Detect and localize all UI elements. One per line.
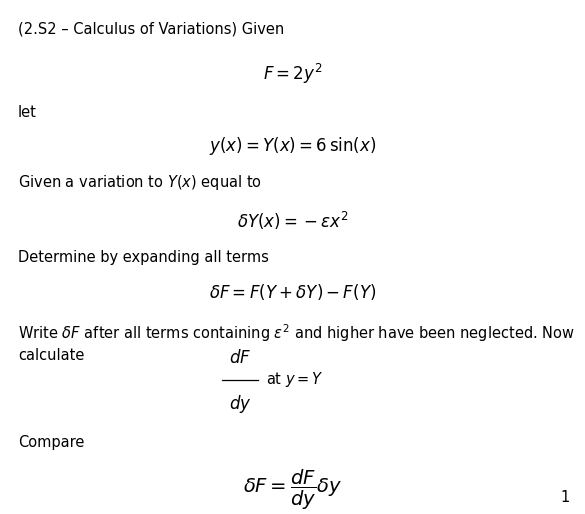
Text: let: let <box>18 105 37 120</box>
Text: (2.S2 – Calculus of Variations) Given: (2.S2 – Calculus of Variations) Given <box>18 22 284 37</box>
Text: Determine by expanding all terms: Determine by expanding all terms <box>18 250 269 265</box>
Text: $\delta F = \dfrac{dF}{dy}\delta y$: $\delta F = \dfrac{dF}{dy}\delta y$ <box>243 468 342 512</box>
Text: $\delta F = F(Y + \delta Y) - F(Y)$: $\delta F = F(Y + \delta Y) - F(Y)$ <box>209 282 376 302</box>
Text: $dF$: $dF$ <box>229 349 251 367</box>
Text: Compare: Compare <box>18 435 84 450</box>
Text: $\delta Y(x) = -\epsilon x^2$: $\delta Y(x) = -\epsilon x^2$ <box>236 210 349 232</box>
Text: at $y = Y$: at $y = Y$ <box>266 370 324 389</box>
Text: $F = 2y^2$: $F = 2y^2$ <box>263 62 322 86</box>
Text: $dy$: $dy$ <box>229 393 252 415</box>
Text: $y(x) = Y(x) = 6\,\sin(x)$: $y(x) = Y(x) = 6\,\sin(x)$ <box>209 135 376 157</box>
Text: 1: 1 <box>561 490 570 505</box>
Text: Given a variation to $Y(x)$ equal to: Given a variation to $Y(x)$ equal to <box>18 173 262 192</box>
Text: Write $\delta F$ after all terms containing $\epsilon^2$ and higher have been ne: Write $\delta F$ after all terms contain… <box>18 322 575 344</box>
Text: calculate: calculate <box>18 348 84 363</box>
